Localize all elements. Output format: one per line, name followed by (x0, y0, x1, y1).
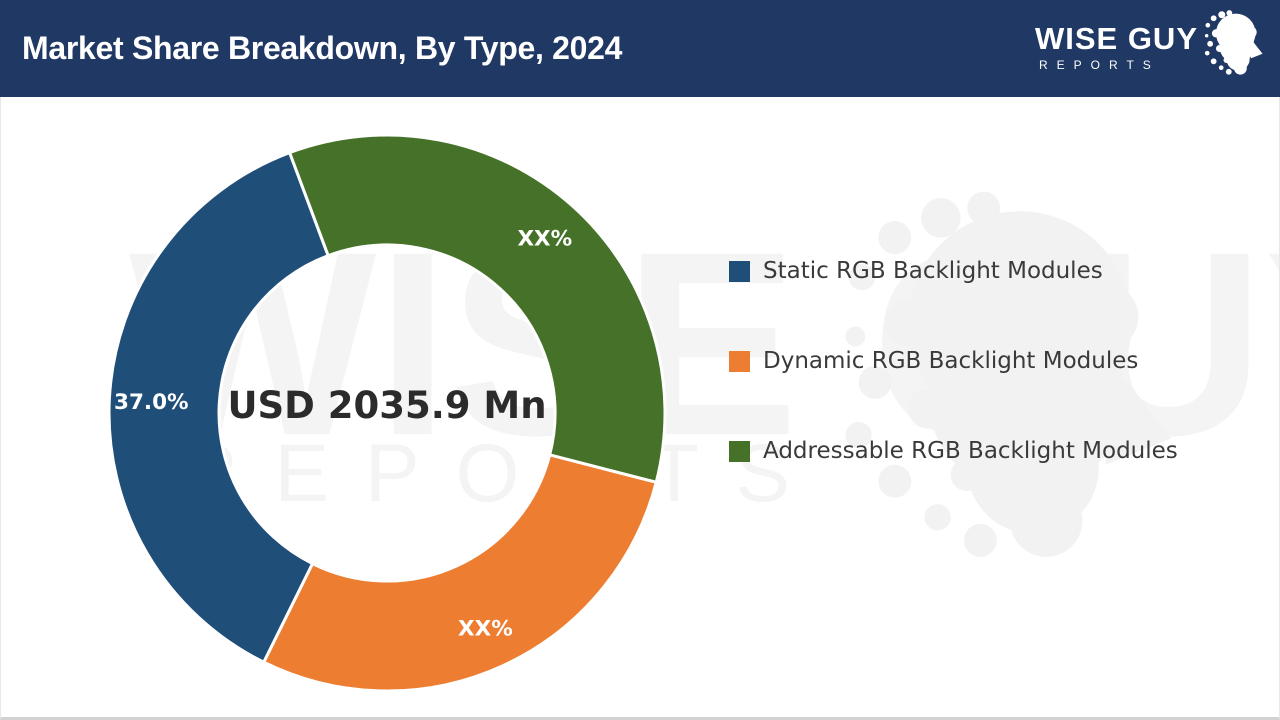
legend-item-addressable: Addressable RGB Backlight Modules (729, 437, 1178, 465)
legend-swatch-addressable (729, 440, 750, 462)
legend-label-static: Static RGB Backlight Modules (763, 258, 1103, 284)
legend-label-addressable: Addressable RGB Backlight Modules (763, 438, 1178, 464)
logo-wordmark: WISE GUY (1034, 21, 1198, 57)
logo-face-icon (1204, 10, 1263, 75)
donut-chart: 37.0% XX% XX% (107, 133, 667, 693)
slice-percwith-label-2: XX% (517, 227, 572, 252)
slice-percwith-label-0: 37.0% (114, 390, 189, 415)
donut-slice-0 (107, 151, 330, 664)
donut-slice-1 (262, 453, 658, 693)
slice-percwith-label-1: XX% (458, 617, 513, 642)
legend-swatch-static (729, 260, 750, 282)
chart-canvas: WISE GUY REPORTS 37.0%XX%XX% USD 2035.9 … (0, 97, 1280, 720)
legend-swatch-dynamic (729, 350, 750, 372)
wise-guy-reports-logo: WISE GUY REPORTS (1035, 6, 1266, 84)
watermark-subtitle: REPORTS (179, 428, 826, 519)
legend-item-static: Static RGB Backlight Modules (729, 257, 1178, 285)
legend-item-dynamic: Dynamic RGB Backlight Modules (729, 347, 1178, 375)
legend-label-dynamic: Dynamic RGB Backlight Modules (763, 348, 1139, 374)
donut-center-value: USD 2035.9 Mn (227, 384, 547, 427)
donut-slice-2 (288, 133, 667, 484)
logo-text: WISE GUY REPORTS (1034, 21, 1198, 72)
header-bar: Market Share Breakdown, By Type, 2024 WI… (0, 0, 1280, 97)
chart-legend: Static RGB Backlight Modules Dynamic RGB… (729, 257, 1178, 527)
page-title: Market Share Breakdown, By Type, 2024 (22, 30, 623, 66)
watermark-face-icon (845, 191, 1172, 557)
logo-subtitle: REPORTS (1038, 57, 1160, 72)
